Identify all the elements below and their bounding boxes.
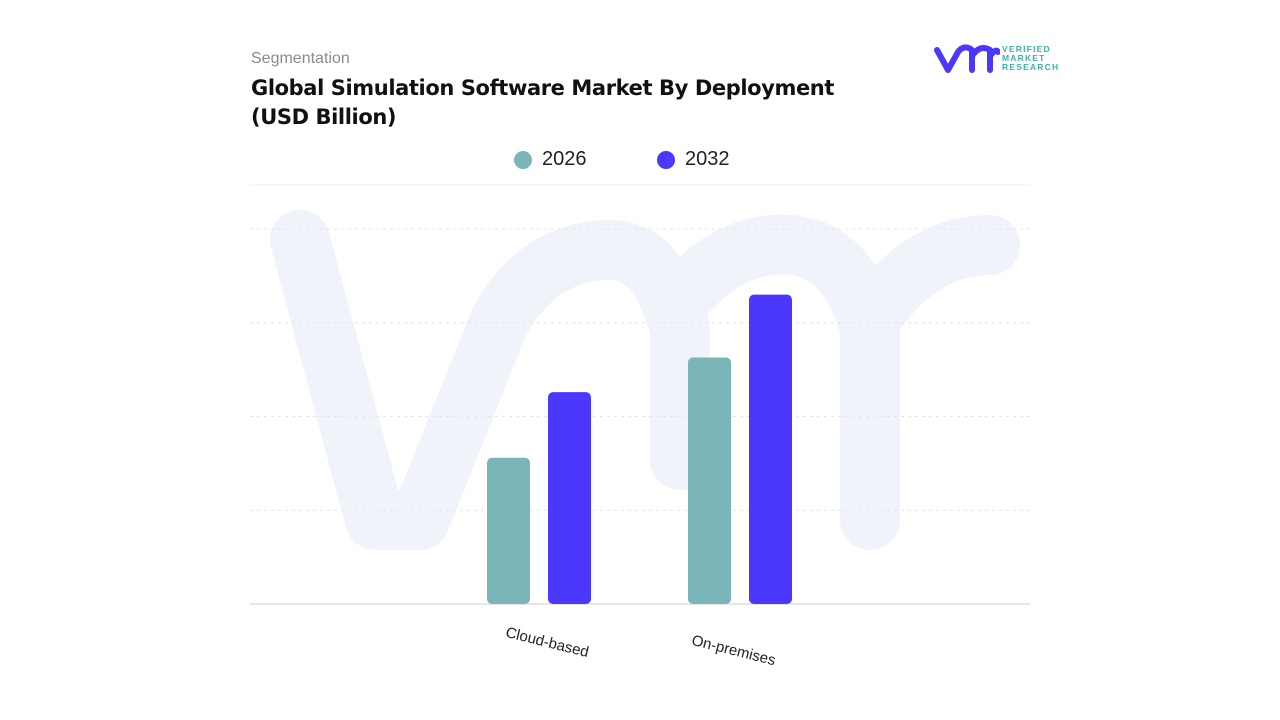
legend-label: 2032: [685, 148, 730, 170]
bar-cloud-based-2032: [548, 392, 591, 604]
legend: 2026 2032: [0, 148, 1280, 174]
legend-item-2032[interactable]: 2032: [657, 148, 730, 171]
segment-label: Segmentation: [251, 50, 350, 67]
bar-cloud-based-2026: [487, 457, 530, 604]
logo-text: VERIFIED MARKET RESEARCH: [1002, 44, 1060, 72]
bar-on-premises-2026: [688, 357, 731, 604]
legend-swatch: [657, 150, 675, 169]
legend-label: 2026: [542, 148, 587, 170]
bar-on-premises-2032: [749, 294, 792, 604]
legend-item-2026[interactable]: 2026: [514, 148, 587, 171]
watermark-icon: [270, 210, 1020, 550]
legend-swatch: [514, 150, 532, 169]
vmr-logo-icon: [934, 44, 1000, 73]
chart-title: Global Simulation Software Market By Dep…: [251, 76, 834, 129]
